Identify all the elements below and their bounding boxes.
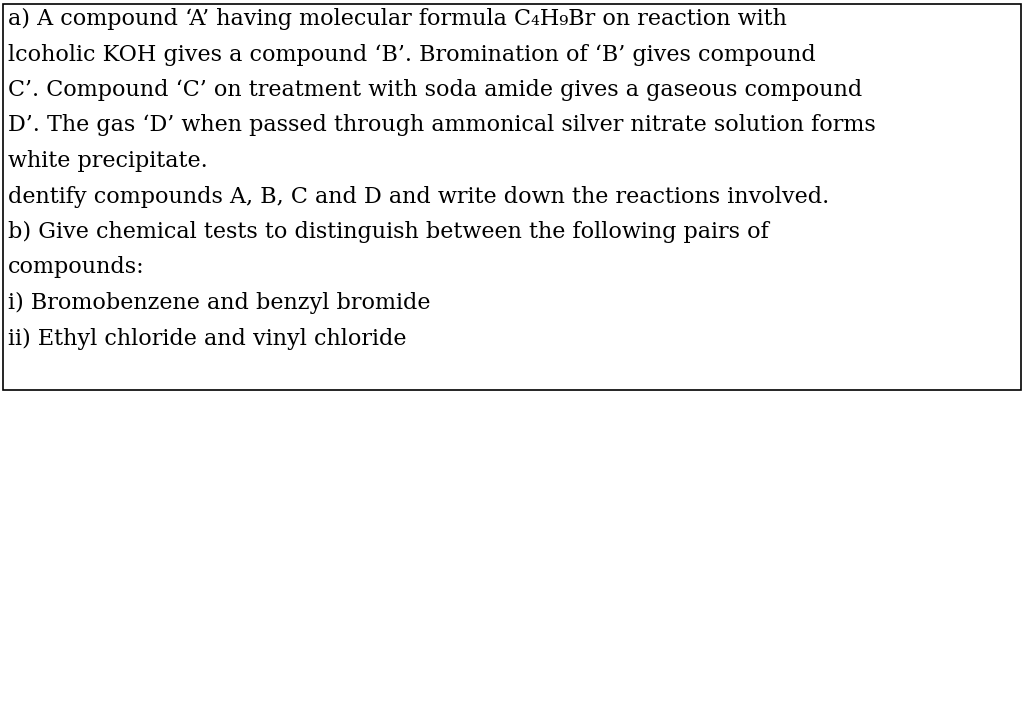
Text: b) Give chemical tests to distinguish between the following pairs of: b) Give chemical tests to distinguish be… — [8, 221, 769, 243]
Text: a) A compound ‘A’ having molecular formula C₄H₉Br on reaction with: a) A compound ‘A’ having molecular formu… — [8, 8, 786, 30]
Text: lcoholic KOH gives a compound ‘B’. Bromination of ‘B’ gives compound: lcoholic KOH gives a compound ‘B’. Bromi… — [8, 44, 816, 65]
Bar — [3, 4, 1021, 390]
Text: white precipitate.: white precipitate. — [8, 150, 208, 172]
Text: ii) Ethyl chloride and vinyl chloride: ii) Ethyl chloride and vinyl chloride — [8, 327, 407, 349]
Text: i) Bromobenzene and benzyl bromide: i) Bromobenzene and benzyl bromide — [8, 292, 430, 314]
Text: compounds:: compounds: — [8, 256, 144, 279]
Text: D’. The gas ‘D’ when passed through ammonical silver nitrate solution forms: D’. The gas ‘D’ when passed through ammo… — [8, 115, 876, 137]
Text: C’. Compound ‘C’ on treatment with soda amide gives a gaseous compound: C’. Compound ‘C’ on treatment with soda … — [8, 79, 862, 101]
Text: dentify compounds A, B, C and D and write down the reactions involved.: dentify compounds A, B, C and D and writ… — [8, 185, 829, 208]
